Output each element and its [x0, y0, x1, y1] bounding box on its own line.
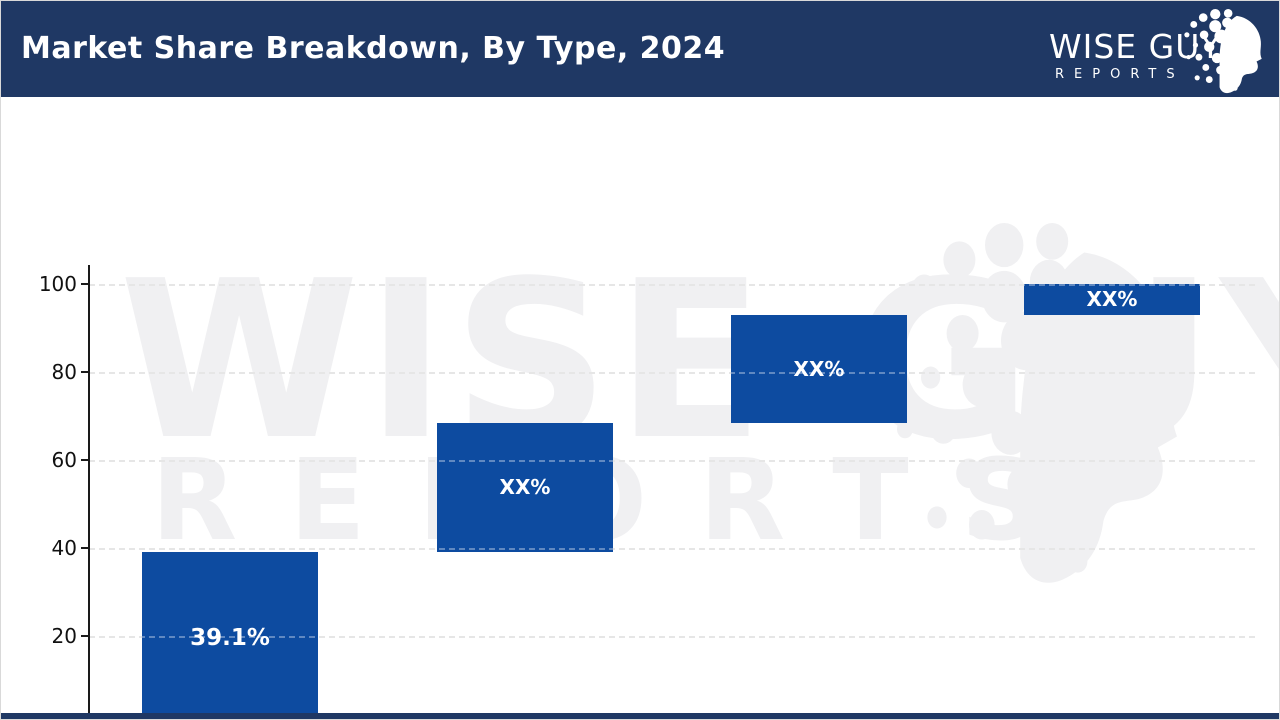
y-tick-label-80: 80 — [51, 360, 77, 384]
gridline-overlay-20 — [89, 636, 1255, 638]
y-tick-label-100: 100 — [38, 272, 77, 296]
logo-wordmark: WISE GUY — [1049, 27, 1222, 66]
chart-title: Market Share Breakdown, By Type, 2024 — [21, 31, 726, 66]
gridline-overlay-60 — [89, 460, 1255, 462]
wise-guy-reports-logo: WISE GUY REPORTS — [1019, 5, 1269, 95]
gridline-80 — [89, 372, 1255, 374]
y-tick-100 — [81, 283, 89, 285]
bar-2: XX% — [731, 314, 907, 424]
gridline-overlay-40 — [89, 548, 1255, 550]
y-tick-80 — [81, 371, 89, 373]
bar-value-label: 39.1% — [190, 624, 270, 651]
gridline-40 — [89, 548, 1255, 550]
gridline-100 — [89, 284, 1255, 286]
bar-0: 39.1% — [142, 551, 318, 719]
y-tick-40 — [81, 547, 89, 549]
dotted-face-profile-icon — [1184, 9, 1262, 94]
logo-subtext: REPORTS — [1055, 67, 1185, 82]
gridline-overlay-80 — [89, 372, 1255, 374]
gridline-overlay-100 — [89, 284, 1255, 286]
bar-3: XX% — [1024, 284, 1200, 315]
waterfall-chart: 02040608010039.1%Foam RollersXX%Trigger … — [1, 97, 1279, 719]
header-band: Market Share Breakdown, By Type, 2024 WI… — [1, 1, 1279, 97]
bar-value-label: XX% — [499, 475, 551, 500]
y-tick-label-20: 20 — [51, 624, 77, 648]
gridline-60 — [89, 460, 1255, 462]
bar-value-label: XX% — [1086, 287, 1138, 312]
y-tick-20 — [81, 635, 89, 637]
footer-band — [1, 713, 1279, 719]
y-tick-60 — [81, 459, 89, 461]
bar-1: XX% — [437, 423, 613, 552]
y-tick-label-60: 60 — [51, 448, 77, 472]
bar-value-label: XX% — [793, 356, 845, 381]
watermark-face-icon — [889, 223, 1177, 583]
y-axis-line — [88, 265, 90, 719]
y-tick-label-40: 40 — [51, 536, 77, 560]
gridline-20 — [89, 636, 1255, 638]
